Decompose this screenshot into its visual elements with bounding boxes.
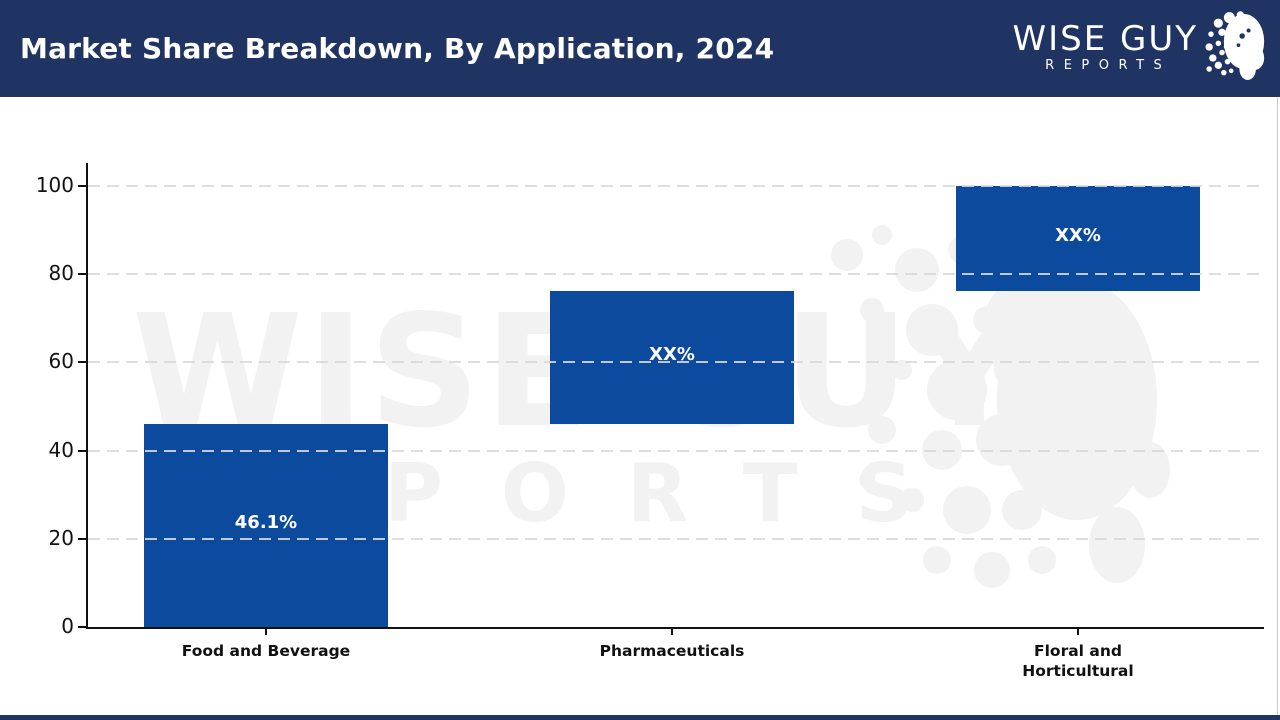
dotted-head-icon (1205, 11, 1265, 80)
page-title: Market Share Breakdown, By Application, … (20, 32, 775, 65)
bar-value-label: 46.1% (234, 512, 298, 534)
header-band: Market Share Breakdown, By Application, … (0, 0, 1280, 97)
x-category-label-line: Horticultural (1022, 662, 1134, 680)
y-axis-tick-100 (78, 185, 87, 187)
y-axis-tick-60 (78, 361, 87, 364)
grid-line-40 (88, 449, 1264, 452)
y-axis-tick-40 (78, 449, 87, 452)
y-tick-label-60: 60 (48, 349, 74, 374)
y-axis-tick-0 (78, 626, 87, 628)
x-category-label: Pharmaceuticals (562, 641, 782, 661)
bar-segment: 46.1% (144, 423, 388, 627)
bar-segment: XX% (956, 186, 1200, 291)
brand-subname: REPORTS (1045, 58, 1172, 73)
y-axis-tick-80 (78, 273, 87, 276)
x-category-label-line: Pharmaceuticals (599, 642, 745, 660)
y-tick-label-40: 40 (48, 437, 74, 462)
x-axis-tick (265, 627, 267, 635)
footer-band (0, 715, 1280, 720)
grid-line-80 (88, 273, 1264, 276)
x-axis-tick (671, 627, 673, 635)
y-axis-tick-20 (78, 537, 87, 540)
page-right-border (1277, 97, 1278, 715)
grid-line-100 (88, 185, 1264, 187)
bar-segment: XX% (550, 290, 794, 424)
brand-logo-text: WISE GUY REPORTS (1012, 21, 1198, 73)
grid-line-60 (88, 361, 1264, 364)
plot-area: WISE GUY REPORTS 0 20 40 60 80 100 46.1% Food a… (36, 163, 1264, 680)
y-tick-label-80: 80 (48, 261, 74, 286)
brand-logo: WISE GUY REPORTS (1012, 8, 1266, 86)
bar-value-label: XX% (649, 344, 695, 366)
x-category-label-line: Floral and (1034, 642, 1122, 660)
x-category-label-line: Food and Beverage (181, 642, 351, 660)
x-category-label: Food and Beverage (156, 641, 376, 661)
x-category-label: Floral and Horticultural (968, 641, 1188, 681)
x-axis-tick (1077, 627, 1079, 635)
brand-name: WISE GUY (1012, 19, 1198, 59)
y-tick-label-100: 100 (35, 173, 74, 197)
y-tick-label-0: 0 (61, 614, 74, 638)
bar-value-label: XX% (1055, 225, 1101, 247)
grid-line-20 (88, 537, 1264, 540)
y-tick-label-20: 20 (48, 525, 74, 550)
